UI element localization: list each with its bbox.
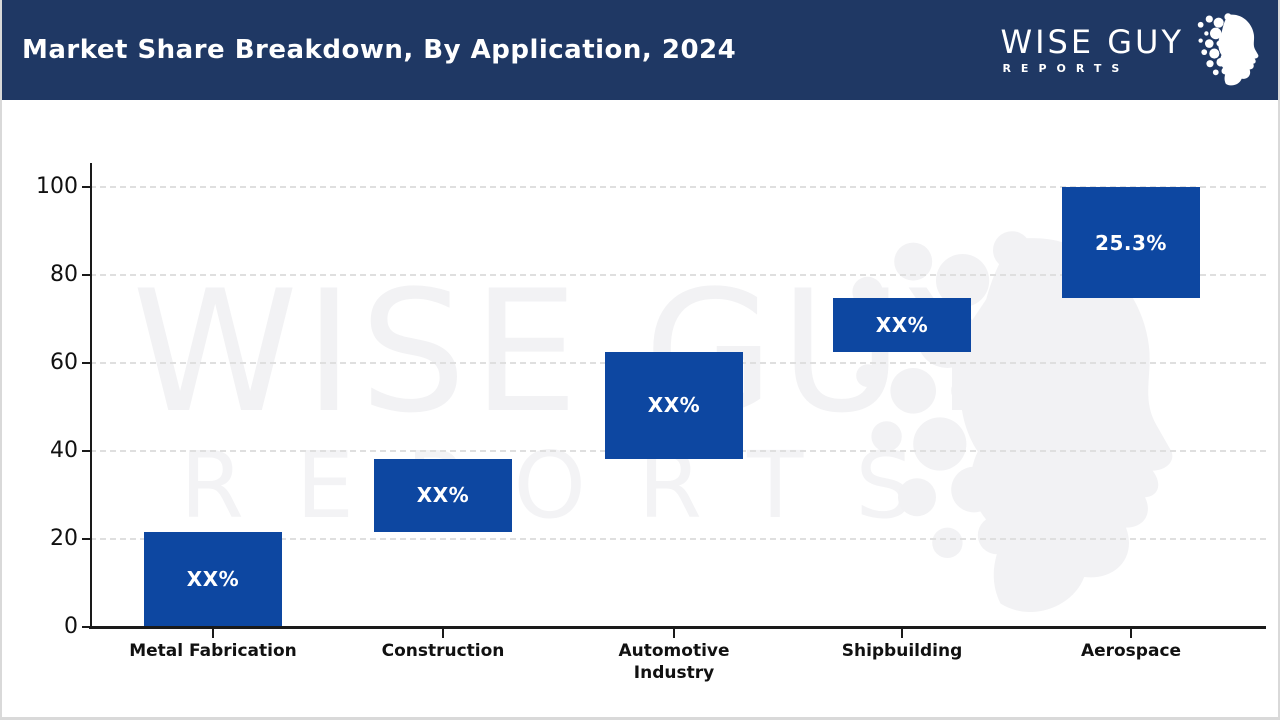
bar-shipbuilding: XX%	[833, 298, 971, 352]
y-tick-label: 40	[50, 438, 78, 463]
page-title: Market Share Breakdown, By Application, …	[22, 35, 737, 65]
y-tick-100	[82, 186, 90, 188]
y-tick-label: 20	[50, 526, 78, 551]
y-tick-label: 80	[50, 262, 78, 287]
y-tick-40	[82, 450, 90, 452]
y-axis-line	[90, 163, 92, 629]
y-tick-0	[82, 626, 90, 628]
category-label: Automotive Industry	[618, 641, 730, 684]
logo-wordmark-main: WISE GUY	[1000, 22, 1184, 61]
y-tick-label: 0	[64, 614, 78, 639]
bar-automotive-industry: XX%	[605, 352, 743, 459]
bar-aerospace: 25.3%	[1062, 187, 1200, 299]
category-label: Metal Fabrication	[129, 641, 297, 661]
bar-construction: XX%	[374, 458, 512, 532]
x-tick-3	[901, 629, 903, 638]
y-tick-label: 60	[50, 350, 78, 375]
bar-value-label: 25.3%	[1095, 230, 1167, 255]
gridline-100	[90, 186, 1266, 188]
y-tick-60	[82, 362, 90, 364]
x-tick-2	[673, 629, 675, 638]
x-tick-0	[212, 629, 214, 638]
x-axis-line	[89, 626, 1266, 629]
header: Market Share Breakdown, By Application, …	[2, 0, 1278, 100]
watermark-text-main: WISE GUY	[132, 254, 1018, 450]
x-tick-4	[1130, 629, 1132, 638]
category-label: Shipbuilding	[841, 641, 963, 661]
y-tick-label: 100	[36, 174, 78, 199]
bar-metal-fabrication: XX%	[144, 531, 282, 627]
bar-value-label: XX%	[416, 483, 470, 508]
category-label: Aerospace	[1080, 641, 1182, 661]
brand-logo: WISE GUY REPORTS	[1000, 10, 1278, 90]
bar-value-label: XX%	[875, 313, 929, 338]
bar-value-label: XX%	[186, 567, 240, 592]
category-label: Construction	[381, 641, 505, 661]
watermark-text-sub: REPORTS	[180, 432, 966, 539]
gridline-80	[90, 274, 1266, 276]
logo-wordmark-sub: REPORTS	[1002, 61, 1130, 75]
logo-wordmark: WISE GUY REPORTS	[1000, 26, 1184, 75]
bar-value-label: XX%	[647, 393, 701, 418]
y-tick-20	[82, 538, 90, 540]
x-tick-1	[442, 629, 444, 638]
y-tick-80	[82, 274, 90, 276]
gridline-20	[90, 538, 1266, 540]
